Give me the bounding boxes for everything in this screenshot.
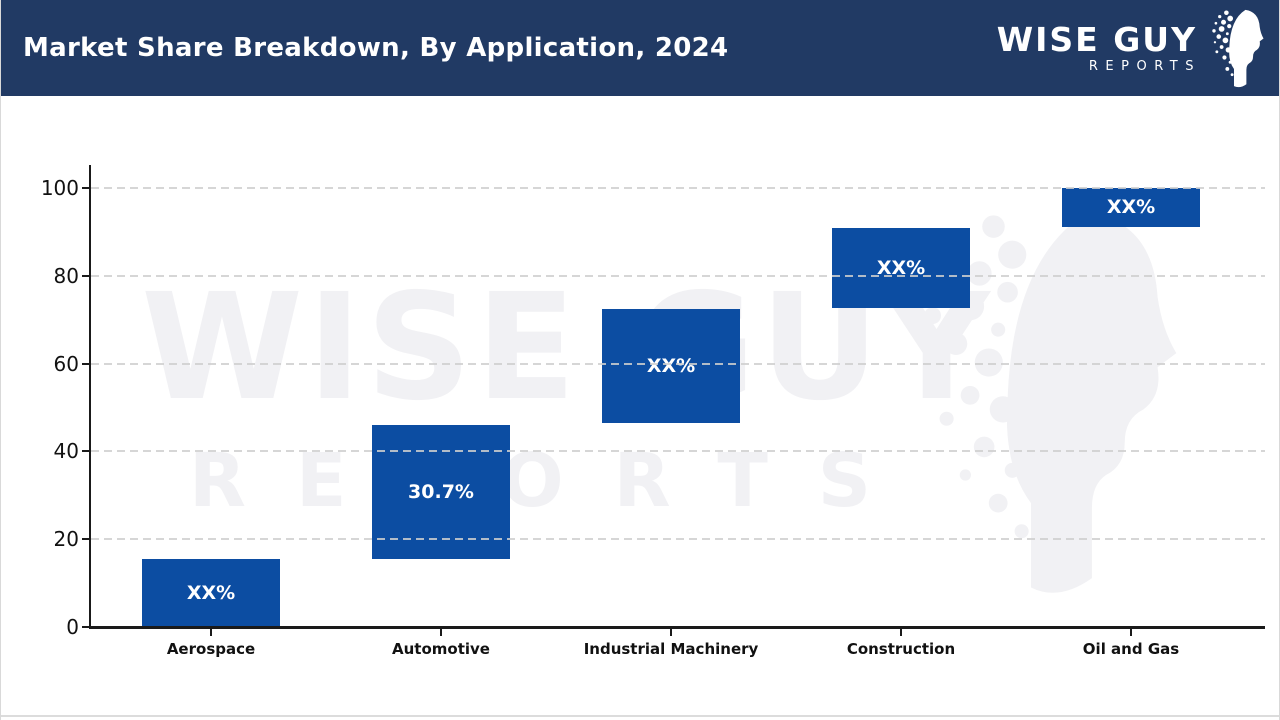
bar-value-label: XX%: [1106, 196, 1156, 219]
y-axis-tick-label: 20: [53, 527, 79, 552]
bar-value-label: 30.7%: [408, 480, 474, 503]
y-axis-tick: [82, 626, 89, 628]
gridline: [91, 450, 1265, 453]
y-axis-tick: [82, 450, 89, 453]
x-axis-label-industrial-machinery: Industrial Machinery: [583, 640, 759, 658]
x-axis-tick: [900, 629, 902, 636]
bar-automotive: 30.7%: [372, 424, 510, 560]
gridline: [91, 362, 1265, 365]
watermark-head-icon: [924, 212, 1177, 593]
gridline: [91, 538, 1265, 541]
bar-value-label: XX%: [646, 355, 696, 378]
x-axis-label-automotive: Automotive: [392, 640, 490, 658]
y-axis-tick: [82, 362, 89, 365]
wise-guy-head-icon: [1212, 9, 1264, 88]
page-bottom-border: [1, 715, 1279, 717]
y-axis-tick-label: 80: [53, 263, 79, 288]
x-axis-tick: [1130, 629, 1132, 636]
x-axis-label-oil-and-gas: Oil and Gas: [1082, 640, 1180, 658]
logo-text: WISE GUY REPORTS: [997, 23, 1197, 74]
x-axis-label-aerospace: Aerospace: [166, 640, 256, 658]
bar-aerospace: XX%: [142, 559, 280, 627]
y-axis-tick: [82, 538, 89, 541]
logo-wiseguy-label: WISE GUY: [996, 19, 1197, 59]
y-axis-tick-label: 0: [66, 615, 79, 639]
x-axis-tick: [670, 629, 672, 636]
header-bar: Market Share Breakdown, By Application, …: [1, 0, 1279, 96]
x-axis-tick: [440, 629, 442, 636]
page-title: Market Share Breakdown, By Application, …: [23, 33, 729, 63]
bar-construction: XX%: [832, 228, 970, 308]
x-axis-line: [89, 626, 1265, 629]
bar-value-label: XX%: [876, 257, 926, 280]
y-axis-line: [89, 165, 91, 629]
bar-oil-and-gas: XX%: [1062, 188, 1200, 227]
x-axis-label-construction: Construction: [846, 640, 956, 658]
logo-reports-label: REPORTS: [1088, 58, 1201, 74]
y-axis-tick-label: 60: [53, 351, 79, 376]
y-axis-tick-label: 100: [40, 176, 79, 200]
y-axis-tick: [82, 274, 89, 277]
y-axis-tick-label: 40: [53, 439, 79, 464]
y-axis-tick: [82, 187, 89, 189]
x-axis-tick: [210, 629, 212, 636]
bar-industrial-machinery: XX%: [602, 309, 740, 424]
bar-value-label: XX%: [186, 582, 236, 605]
wise-guy-logo: WISE GUY REPORTS: [997, 6, 1265, 90]
gridline: [91, 274, 1265, 277]
gridline: [91, 187, 1265, 189]
